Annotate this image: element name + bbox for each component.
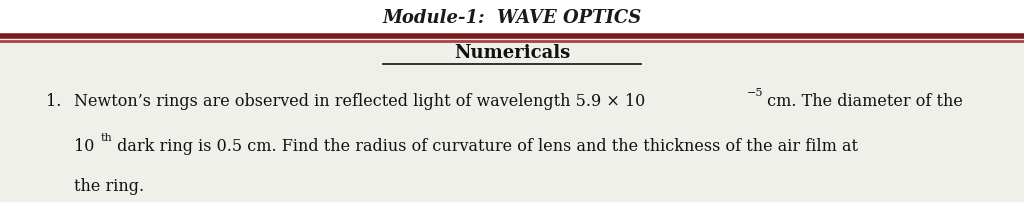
Text: −5: −5 xyxy=(746,88,763,98)
Text: 10: 10 xyxy=(74,137,94,154)
Text: Newton’s rings are observed in reflected light of wavelength 5.9 × 10: Newton’s rings are observed in reflected… xyxy=(74,93,645,109)
Text: 1.: 1. xyxy=(46,93,61,109)
Text: the ring.: the ring. xyxy=(74,177,143,194)
Text: th: th xyxy=(100,132,113,142)
Text: Module-1:  WAVE OPTICS: Module-1: WAVE OPTICS xyxy=(382,9,642,27)
Text: Numericals: Numericals xyxy=(454,44,570,61)
Text: dark ring is 0.5 cm. Find the radius of curvature of lens and the thickness of t: dark ring is 0.5 cm. Find the radius of … xyxy=(112,137,858,154)
Text: cm. The diameter of the: cm. The diameter of the xyxy=(762,93,963,109)
